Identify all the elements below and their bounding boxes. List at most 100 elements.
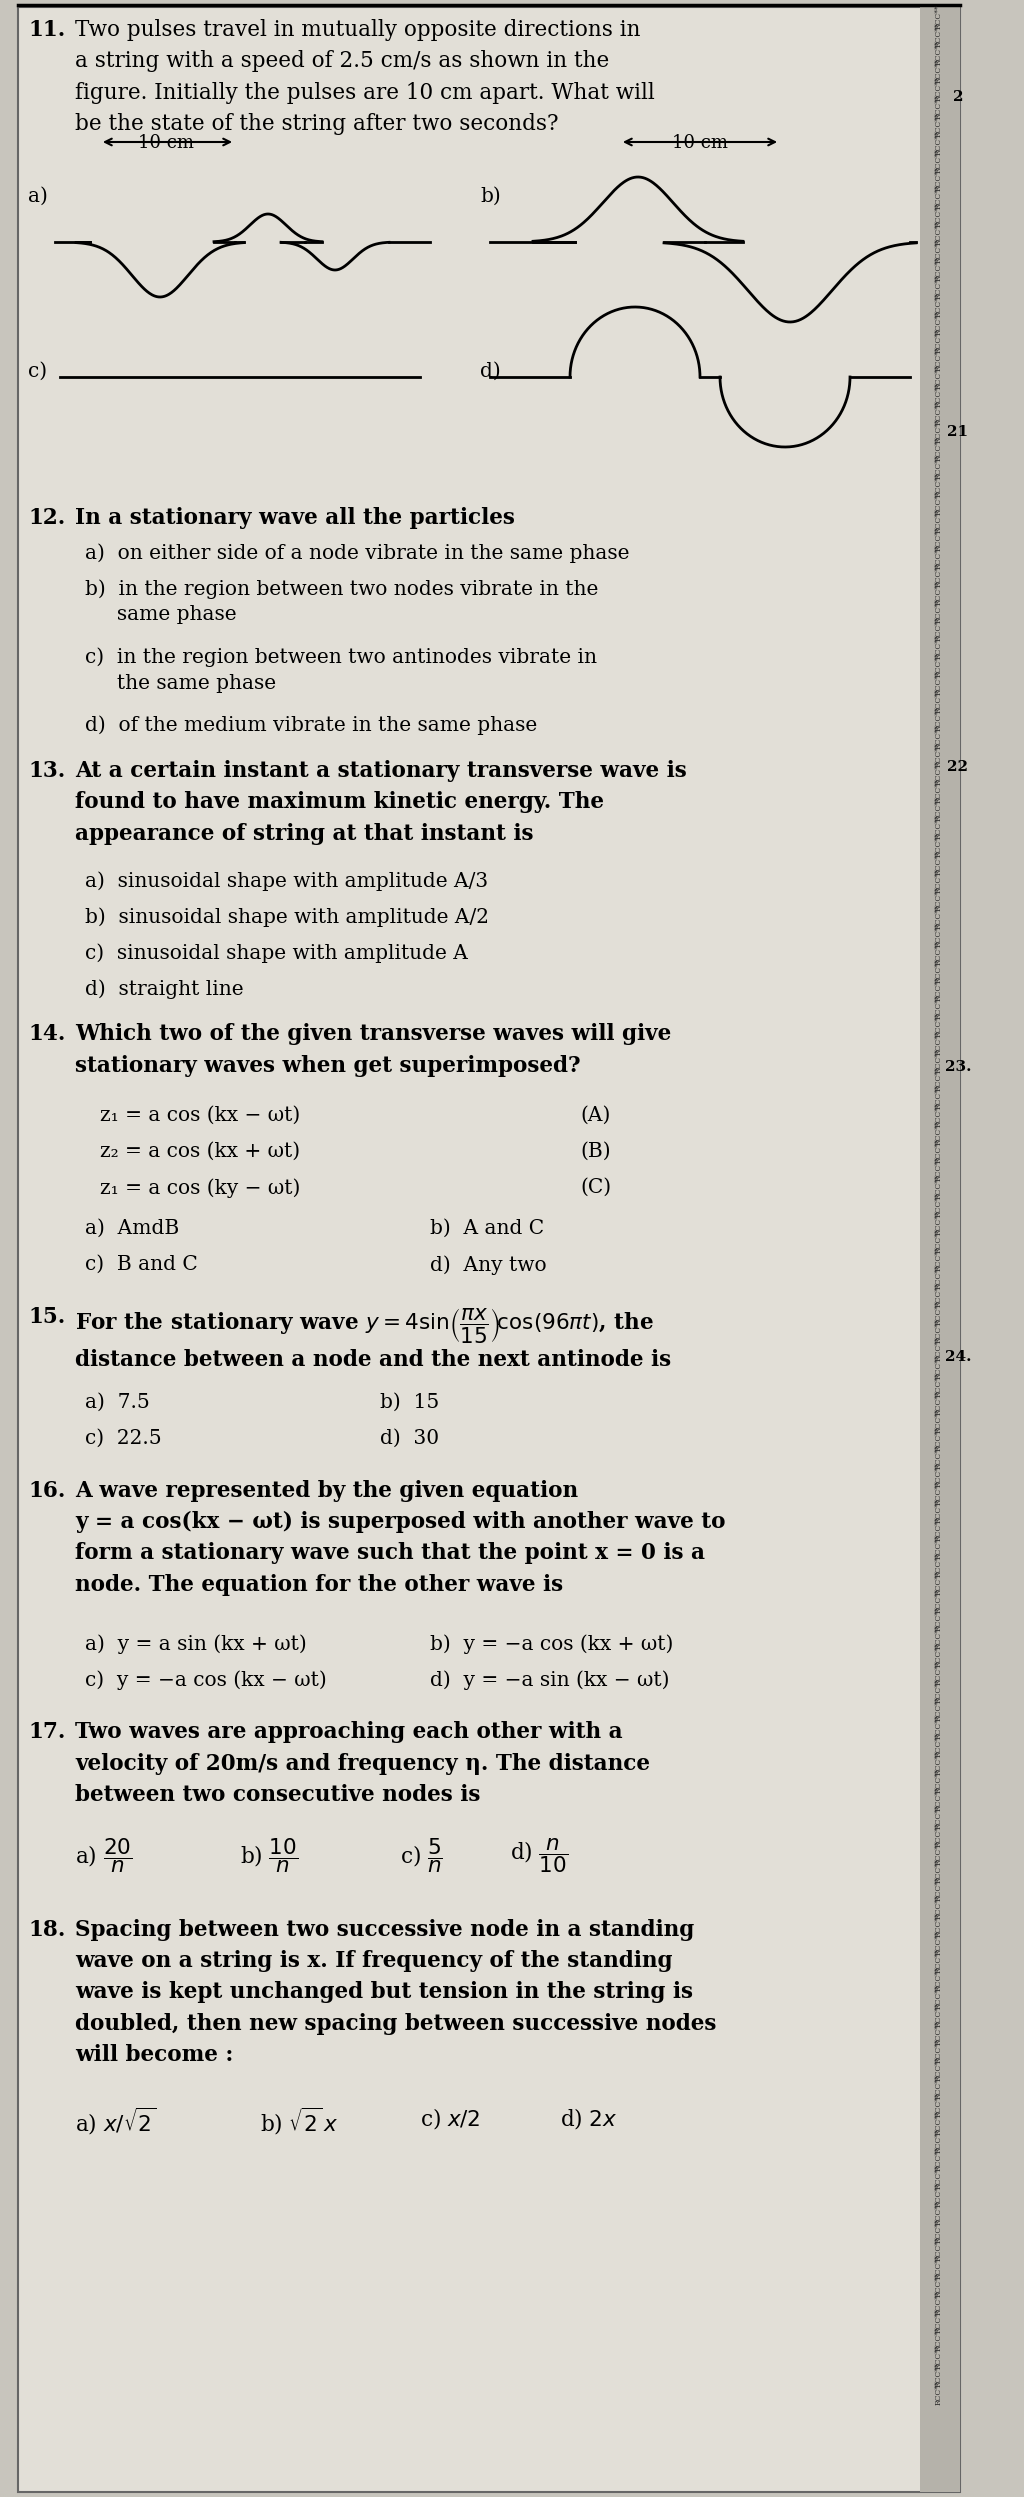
Text: RCC**: RCC** xyxy=(935,1788,943,1810)
Text: RCC**: RCC** xyxy=(935,941,943,966)
Text: A wave represented by the given equation
y = a cos(kx − ωt) is superposed with a: A wave represented by the given equation… xyxy=(75,1481,725,1596)
Text: RCC**: RCC** xyxy=(935,779,943,804)
Text: RCC**: RCC** xyxy=(935,1211,943,1236)
Text: d)  30: d) 30 xyxy=(380,1428,439,1448)
Text: RCC**: RCC** xyxy=(935,1336,943,1361)
Text: RCC**: RCC** xyxy=(935,634,943,659)
Text: RCC**: RCC** xyxy=(935,220,943,245)
Text: RCC**: RCC** xyxy=(935,2272,943,2297)
Text: RCC**: RCC** xyxy=(935,1571,943,1596)
Text: b) $\dfrac{10}{n}$: b) $\dfrac{10}{n}$ xyxy=(240,1838,298,1875)
Text: b)  y = −a cos (kx + ωt): b) y = −a cos (kx + ωt) xyxy=(430,1636,674,1653)
Text: z₂ = a cos (kx + ωt): z₂ = a cos (kx + ωt) xyxy=(100,1141,300,1161)
Text: RCC**: RCC** xyxy=(935,77,943,102)
Text: RCC**: RCC** xyxy=(935,240,943,262)
Text: RCC**: RCC** xyxy=(935,724,943,749)
Text: 21: 21 xyxy=(947,424,969,439)
Text: RCC**: RCC** xyxy=(935,1156,943,1181)
Text: RCC**: RCC** xyxy=(935,1968,943,1993)
Text: c)  y = −a cos (kx − ωt): c) y = −a cos (kx − ωt) xyxy=(85,1670,327,1690)
Text: d) $\dfrac{n}{10}$: d) $\dfrac{n}{10}$ xyxy=(510,1838,568,1875)
Text: RCC**: RCC** xyxy=(935,1715,943,1740)
Text: RCC**: RCC** xyxy=(935,330,943,355)
Text: RCC**: RCC** xyxy=(935,40,943,65)
Text: a): a) xyxy=(28,187,48,205)
Text: RCC**: RCC** xyxy=(935,869,943,894)
Text: 23.: 23. xyxy=(945,1061,971,1074)
Text: a)  on either side of a node vibrate in the same phase: a) on either side of a node vibrate in t… xyxy=(85,542,630,562)
Text: 12.: 12. xyxy=(28,507,66,529)
Text: RCC**: RCC** xyxy=(935,167,943,192)
Text: RCC**: RCC** xyxy=(935,419,943,444)
Text: a)  y = a sin (kx + ωt): a) y = a sin (kx + ωt) xyxy=(85,1636,307,1653)
Text: RCC**: RCC** xyxy=(935,1391,943,1416)
Text: z₁ = a cos (ky − ωt): z₁ = a cos (ky − ωt) xyxy=(100,1179,300,1199)
Text: 10 cm: 10 cm xyxy=(138,135,194,152)
Text: RCC**: RCC** xyxy=(935,2290,943,2315)
Text: c): c) xyxy=(28,362,47,382)
Text: 11.: 11. xyxy=(28,20,66,40)
Text: RCC**: RCC** xyxy=(935,1283,943,1308)
Text: RCC**: RCC** xyxy=(935,2165,943,2190)
Text: RCC**: RCC** xyxy=(935,1246,943,1271)
Text: 24.: 24. xyxy=(945,1351,971,1363)
Text: 2: 2 xyxy=(952,90,964,105)
Text: For the stationary wave $y = 4\sin\!\left(\dfrac{\pi x}{15}\right)\!\cos(96\pi t: For the stationary wave $y = 4\sin\!\lef… xyxy=(75,1306,653,1346)
Text: Which two of the given transverse waves will give
stationary waves when get supe: Which two of the given transverse waves … xyxy=(75,1024,672,1076)
Text: RCC**: RCC** xyxy=(935,921,943,946)
Text: RCC**: RCC** xyxy=(935,1121,943,1146)
Text: b)  15: b) 15 xyxy=(380,1393,439,1411)
Text: RCC**: RCC** xyxy=(935,1768,943,1793)
Text: b): b) xyxy=(480,187,501,205)
Text: RCC**: RCC** xyxy=(935,1858,943,1883)
Text: RCC**: RCC** xyxy=(935,1840,943,1865)
Text: c)  B and C: c) B and C xyxy=(85,1256,198,1273)
Text: RCC**: RCC** xyxy=(935,1733,943,1758)
Text: RCC**: RCC** xyxy=(935,2362,943,2387)
Text: RCC**: RCC** xyxy=(935,1446,943,1468)
Text: RCC**: RCC** xyxy=(935,2220,943,2242)
Text: RCC**: RCC** xyxy=(935,2327,943,2352)
Text: RCC**: RCC** xyxy=(935,652,943,677)
Text: d)  of the medium vibrate in the same phase: d) of the medium vibrate in the same pha… xyxy=(85,717,538,737)
Text: RCC**: RCC** xyxy=(935,1878,943,1900)
Text: RCC**: RCC** xyxy=(935,904,943,929)
Text: RCC**: RCC** xyxy=(935,185,943,210)
Text: RCC**: RCC** xyxy=(935,1536,943,1558)
Text: RCC**: RCC** xyxy=(935,1588,943,1613)
Text: RCC**: RCC** xyxy=(935,1913,943,1938)
Text: RCC**: RCC** xyxy=(935,1661,943,1685)
Text: RCC**: RCC** xyxy=(935,1695,943,1720)
Text: RCC**: RCC** xyxy=(935,489,943,514)
Text: RCC**: RCC** xyxy=(935,2255,943,2280)
Text: RCC**: RCC** xyxy=(935,130,943,155)
Text: RCC**: RCC** xyxy=(935,1356,943,1378)
Text: d) $2x$: d) $2x$ xyxy=(560,2105,617,2130)
Text: RCC**: RCC** xyxy=(935,292,943,317)
Text: RCC**: RCC** xyxy=(935,1373,943,1398)
Text: RCC**: RCC** xyxy=(935,1481,943,1506)
Text: RCC**: RCC** xyxy=(935,814,943,839)
Text: RCC**: RCC** xyxy=(935,1174,943,1199)
Text: RCC**: RCC** xyxy=(935,2127,943,2152)
Text: RCC**: RCC** xyxy=(935,437,943,462)
Text: RCC**: RCC** xyxy=(935,1066,943,1091)
Text: RCC**: RCC** xyxy=(935,57,943,82)
Text: RCC**: RCC** xyxy=(935,959,943,984)
Text: RCC**: RCC** xyxy=(935,112,943,137)
Text: 14.: 14. xyxy=(28,1024,66,1046)
Text: a)  7.5: a) 7.5 xyxy=(85,1393,150,1411)
Text: RCC**: RCC** xyxy=(935,1139,943,1164)
Text: RCC**: RCC** xyxy=(935,1463,943,1488)
Text: RCC**: RCC** xyxy=(935,851,943,876)
Text: RCC**: RCC** xyxy=(935,2092,943,2117)
Text: RCC**: RCC** xyxy=(935,832,943,856)
Text: RCC**: RCC** xyxy=(935,1626,943,1651)
Text: RCC**: RCC** xyxy=(935,1318,943,1343)
Text: RCC**: RCC** xyxy=(935,2345,943,2370)
Text: RCC**: RCC** xyxy=(935,994,943,1019)
Text: RCC**: RCC** xyxy=(935,1823,943,1848)
Text: (C): (C) xyxy=(580,1179,611,1196)
Text: RCC**: RCC** xyxy=(935,762,943,787)
Text: RCC**: RCC** xyxy=(935,509,943,534)
